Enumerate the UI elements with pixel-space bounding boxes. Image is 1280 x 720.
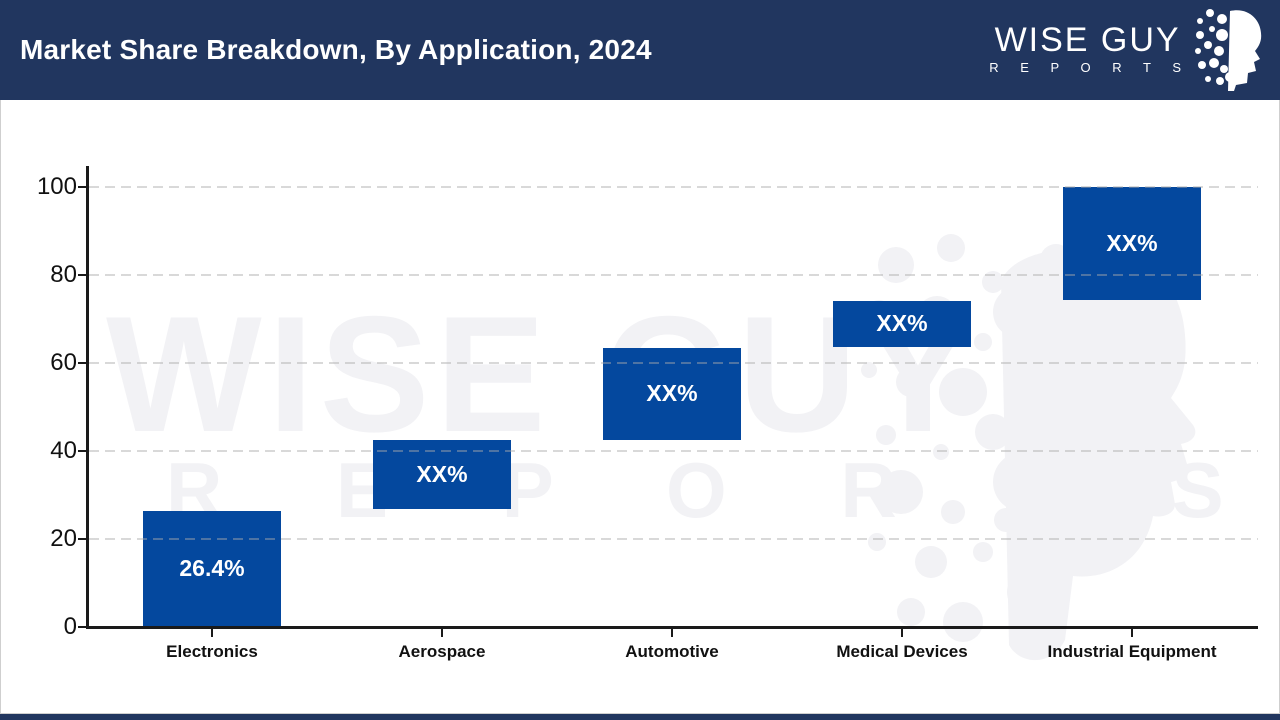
x-tick-mark-1 [211, 629, 213, 637]
bar-electronics: 26.4% [143, 510, 281, 627]
watermark-wiseguy: WISE GUY [106, 282, 980, 466]
watermark-face-icon [861, 234, 1196, 661]
y-tick-label-20: 20 [50, 524, 77, 552]
y-tick-label-0: 0 [63, 613, 77, 640]
plot-area: 0 20 40 60 80 100 26.4% XX% XX% XX% XX% Electronics… [1, 100, 1279, 713]
bar-automotive: XX% [603, 348, 741, 440]
page-title: Market Share Breakdown, By Application, … [20, 34, 652, 65]
category-label-industrial-equipment: Industrial Equipment [1047, 642, 1217, 661]
bar-medical-devices: XX% [833, 301, 971, 347]
gridline-80 [89, 273, 1258, 276]
y-tick-label-80: 80 [50, 260, 77, 288]
logo-text: WISE GUY R E P O R T S [985, 23, 1190, 77]
x-tick-mark-4 [901, 629, 903, 637]
footer-bar [0, 714, 1280, 720]
gridline-60 [89, 361, 1258, 364]
bar-value-label: XX% [876, 310, 928, 337]
chart-area: WISE GUY R E P O R T S 0 20 40 60 80 100 26.4%… [0, 100, 1280, 714]
bar-aerospace: XX% [373, 439, 511, 509]
category-label-medical-devices: Medical Devices [836, 642, 968, 661]
y-tick-label-60: 60 [50, 348, 77, 376]
gridline-20 [89, 537, 1258, 540]
category-label-electronics: Electronics [166, 642, 258, 661]
y-tick-mark-20 [78, 537, 87, 540]
category-label-automotive: Automotive [625, 642, 719, 661]
x-tick-mark-3 [671, 629, 673, 637]
category-label-aerospace: Aerospace [398, 642, 486, 661]
x-axis-line [86, 626, 1258, 629]
bar-value-label: XX% [1106, 229, 1158, 256]
logo-wiseguy-label: WISE GUY [994, 21, 1181, 59]
y-tick-mark-60 [78, 361, 87, 364]
y-tick-mark-0 [78, 626, 87, 628]
gridline-40 [89, 449, 1258, 452]
y-tick-mark-40 [78, 449, 87, 452]
y-axis-line [86, 166, 89, 629]
y-tick-mark-80 [78, 273, 87, 276]
logo-face-icon [1195, 9, 1262, 91]
x-tick-mark-2 [441, 629, 443, 637]
bar-value-label: XX% [646, 380, 698, 407]
y-tick-label-40: 40 [50, 436, 77, 464]
bar-value-label: 26.4% [179, 555, 245, 582]
header: Market Share Breakdown, By Application, … [0, 0, 1280, 100]
y-tick-label-100: 100 [36, 172, 77, 200]
logo-reports-label: R E P O R T S [989, 60, 1190, 75]
wise-guy-reports-logo: WISE GUY R E P O R T S [985, 0, 1266, 100]
bar-value-label: XX% [416, 460, 468, 487]
y-tick-mark-100 [78, 185, 87, 188]
bar-industrial-equipment: XX% [1063, 186, 1201, 301]
x-tick-mark-5 [1131, 629, 1133, 637]
gridline-100 [89, 185, 1258, 188]
